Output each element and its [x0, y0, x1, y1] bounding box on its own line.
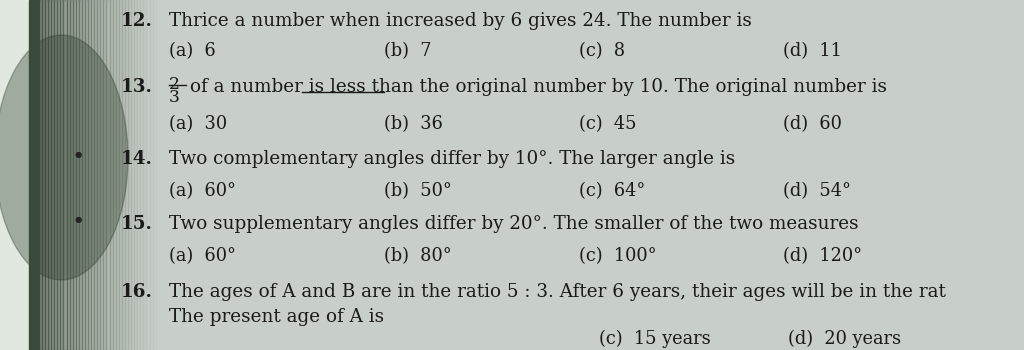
Bar: [137, 0, 140, 350]
Bar: [88, 0, 91, 350]
Bar: [150, 0, 153, 350]
Bar: [39, 0, 42, 350]
Bar: [70, 0, 73, 350]
Bar: [146, 0, 150, 350]
Text: ●: ●: [75, 150, 82, 159]
Bar: [156, 0, 159, 350]
Bar: [67, 0, 70, 350]
Text: Thrice a number when increased by 6 gives 24. The number is: Thrice a number when increased by 6 give…: [169, 12, 752, 30]
Ellipse shape: [0, 35, 128, 280]
Bar: [29, 0, 39, 350]
Bar: [103, 0, 106, 350]
Bar: [100, 0, 103, 350]
Text: (d)  20 years: (d) 20 years: [788, 330, 901, 348]
Bar: [110, 0, 113, 350]
Bar: [82, 0, 85, 350]
Text: ●: ●: [75, 215, 82, 224]
Bar: [51, 0, 54, 350]
Bar: [119, 0, 122, 350]
Bar: [48, 0, 51, 350]
Text: 2: 2: [169, 76, 180, 93]
Bar: [113, 0, 116, 350]
Bar: [85, 0, 88, 350]
Bar: [54, 0, 57, 350]
Bar: [94, 0, 97, 350]
Bar: [116, 0, 119, 350]
Text: 16.: 16.: [121, 283, 153, 301]
Text: of a number is less than the original number by 10. The original number is: of a number is less than the original nu…: [190, 78, 888, 96]
Bar: [76, 0, 79, 350]
Text: 12.: 12.: [121, 12, 153, 30]
Text: Two complementary angles differ by 10°. The larger angle is: Two complementary angles differ by 10°. …: [169, 150, 735, 168]
Text: (a)  60°: (a) 60°: [169, 182, 236, 200]
Bar: [159, 0, 162, 350]
Text: (c)  15 years: (c) 15 years: [599, 330, 711, 348]
Bar: [42, 0, 45, 350]
Bar: [122, 0, 125, 350]
Text: (c)  100°: (c) 100°: [579, 247, 656, 265]
Bar: [128, 0, 131, 350]
Text: (c)  64°: (c) 64°: [579, 182, 645, 200]
Bar: [106, 0, 110, 350]
Text: (b)  80°: (b) 80°: [384, 247, 452, 265]
Text: (d)  60: (d) 60: [783, 115, 842, 133]
Text: (d)  11: (d) 11: [783, 42, 842, 60]
Text: The present age of A is: The present age of A is: [169, 308, 384, 326]
Text: (b)  36: (b) 36: [384, 115, 442, 133]
Bar: [63, 0, 67, 350]
Text: Two supplementary angles differ by 20°. The smaller of the two measures: Two supplementary angles differ by 20°. …: [169, 215, 858, 233]
Text: (d)  120°: (d) 120°: [783, 247, 862, 265]
Text: (b)  50°: (b) 50°: [384, 182, 452, 200]
Bar: [140, 0, 143, 350]
Text: 13.: 13.: [121, 78, 153, 96]
Bar: [79, 0, 82, 350]
Bar: [143, 0, 146, 350]
Text: (c)  8: (c) 8: [579, 42, 625, 60]
Bar: [60, 0, 63, 350]
Bar: [0, 0, 29, 350]
Text: (a)  60°: (a) 60°: [169, 247, 236, 265]
Text: (a)  30: (a) 30: [169, 115, 227, 133]
Text: The ages of A and B are in the ratio 5 : 3. After 6 years, their ages will be in: The ages of A and B are in the ratio 5 :…: [169, 283, 946, 301]
Bar: [153, 0, 156, 350]
Text: 3: 3: [169, 89, 180, 106]
Bar: [125, 0, 128, 350]
Bar: [134, 0, 137, 350]
Bar: [45, 0, 48, 350]
Bar: [73, 0, 76, 350]
Text: 15.: 15.: [121, 215, 153, 233]
Text: (c)  45: (c) 45: [579, 115, 636, 133]
Bar: [57, 0, 60, 350]
Text: (a)  6: (a) 6: [169, 42, 216, 60]
Text: 14.: 14.: [121, 150, 153, 168]
Text: (d)  54°: (d) 54°: [783, 182, 851, 200]
Bar: [91, 0, 94, 350]
Bar: [131, 0, 134, 350]
Text: (b)  7: (b) 7: [384, 42, 431, 60]
Bar: [97, 0, 100, 350]
